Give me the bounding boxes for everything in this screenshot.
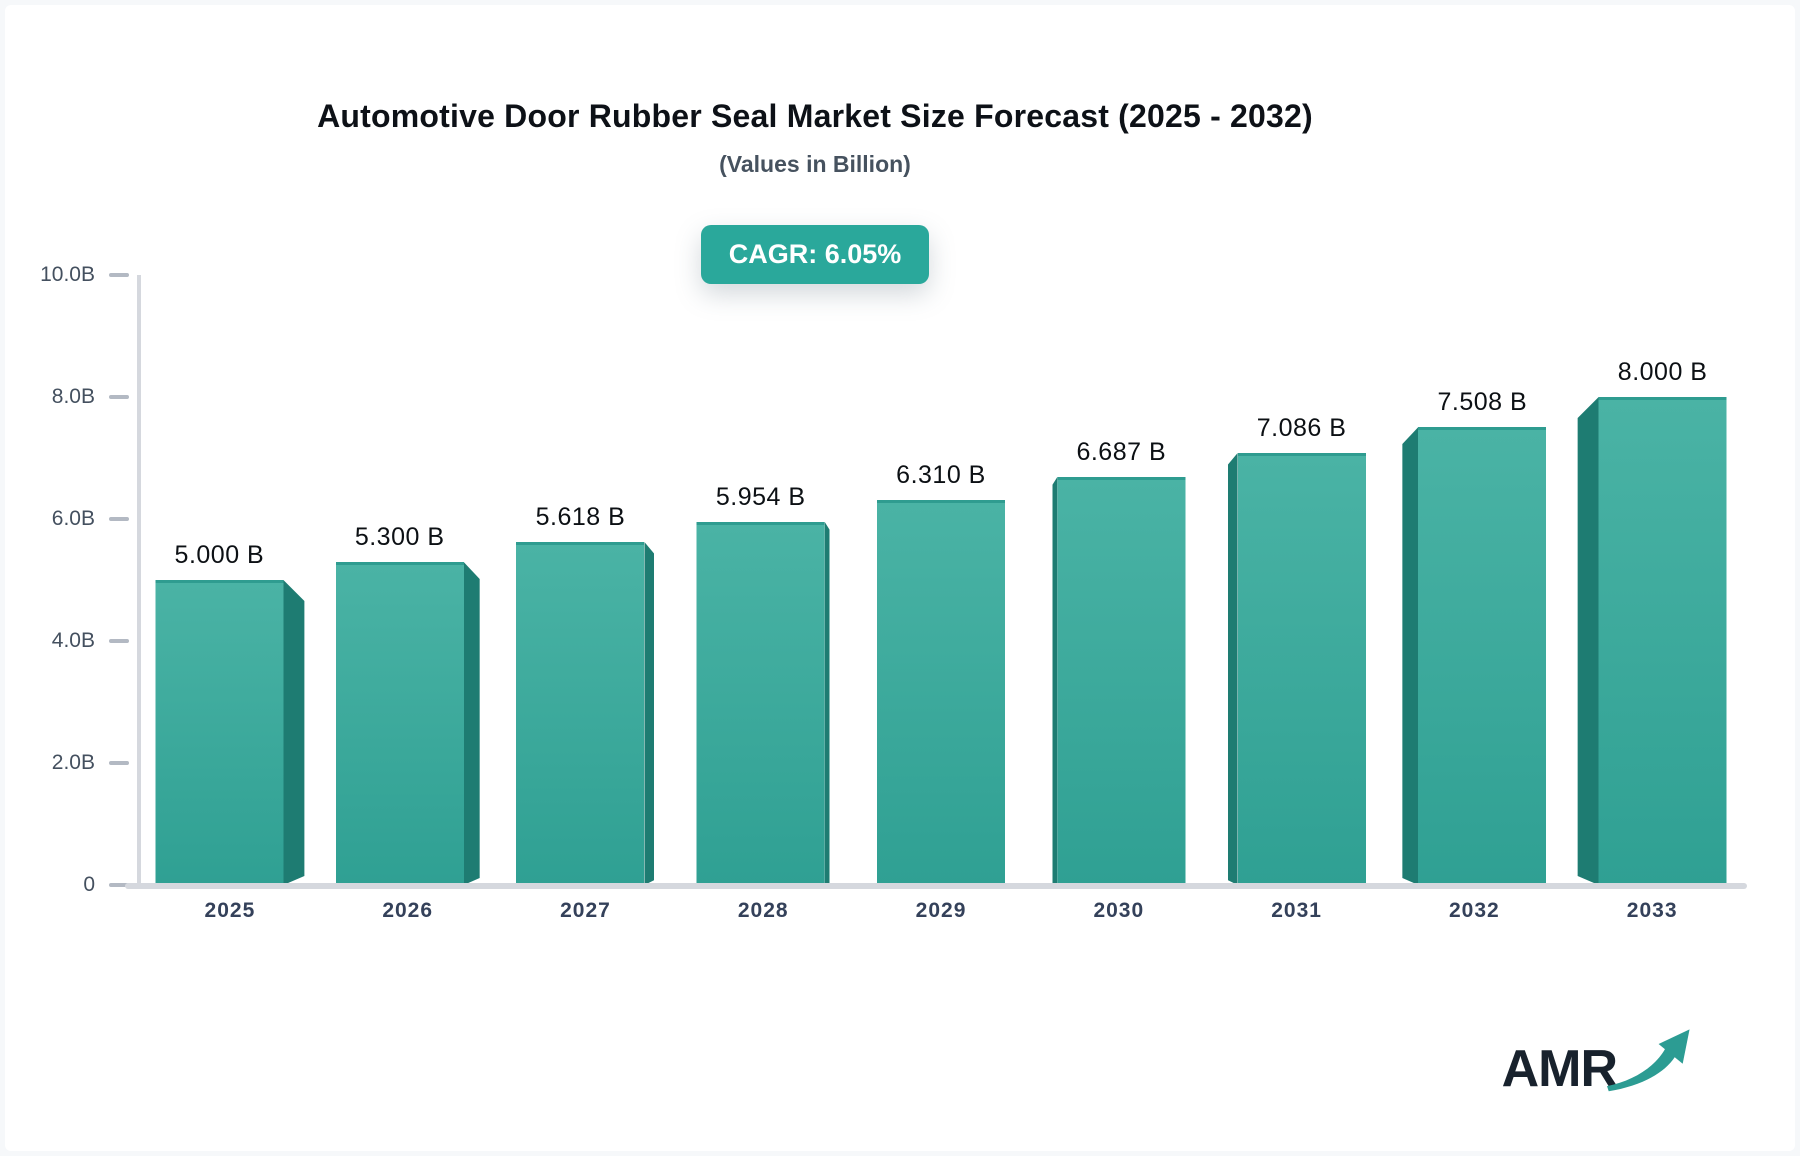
bar-slot: 8.000 B <box>1563 275 1741 885</box>
chart-title: Automotive Door Rubber Seal Market Size … <box>317 98 1313 134</box>
bar-value-label: 7.086 B <box>1256 414 1347 442</box>
y-axis-line <box>137 275 141 887</box>
chart-subtitle: (Values in Billion) <box>719 151 911 177</box>
bar-2026: 5.300 B <box>335 523 480 885</box>
bar-face <box>696 522 825 885</box>
bar-3d-side <box>1578 397 1599 885</box>
bar-face <box>155 580 284 885</box>
y-tick-label: 0 <box>83 873 95 896</box>
x-axis-label-2033: 2033 <box>1626 899 1678 922</box>
bar-face <box>1057 477 1186 885</box>
y-tick-mark <box>109 517 129 521</box>
bar-3d-side <box>1228 453 1238 885</box>
cagr-badge: CAGR: 6.05% <box>700 225 930 284</box>
bar-face <box>516 542 645 885</box>
x-axis-label-2028: 2028 <box>737 899 789 922</box>
bar-3d-side <box>464 562 480 885</box>
amr-logo: AMR <box>1502 1027 1693 1095</box>
x-axis-label-2031: 2031 <box>1271 899 1322 922</box>
bar-2033: 8.000 B <box>1578 358 1727 885</box>
x-axis-line <box>125 883 1747 889</box>
bar-value-label: 7.508 B <box>1437 388 1528 416</box>
bar-chart: 0 2.0B 4.0B 6.0B 8.0B 10.0B 5.000 B 5.300 B 5.6… <box>5 263 1799 935</box>
x-axis-label-2027: 2027 <box>560 899 611 922</box>
cagr-badge-container: CAGR: 6.05% <box>5 225 1625 284</box>
plot-area: 5.000 B 5.300 B 5.618 B 5.954 B 6.310 B 6.687… <box>141 275 1741 885</box>
bar-value-label: 5.000 B <box>174 541 265 569</box>
bar-slot: 6.687 B <box>1030 275 1208 885</box>
bar-face <box>1598 397 1727 885</box>
y-tick-label: 4.0B <box>51 629 95 652</box>
x-axis-label-2029: 2029 <box>915 899 967 922</box>
y-tick-label: 10.0B <box>40 263 95 286</box>
bar-2027: 5.618 B <box>516 503 654 885</box>
y-tick-label: 8.0B <box>51 385 95 408</box>
bar-2029: 6.310 B <box>877 461 1006 885</box>
bar-2025: 5.000 B <box>155 541 304 885</box>
amr-logo-text: AMR <box>1501 1040 1618 1098</box>
bar-value-label: 5.954 B <box>715 483 806 511</box>
bar-value-label: 6.687 B <box>1076 438 1167 466</box>
x-axis-labels: 2025 2026 2027 2028 2029 2030 2031 2032 2033 <box>141 899 1741 923</box>
bar-2032: 7.508 B <box>1402 388 1547 885</box>
bar-value-label: 6.310 B <box>896 461 986 489</box>
bar-3d-side <box>283 580 304 885</box>
bar-slot: 7.086 B <box>1208 275 1386 885</box>
bar-slot: 6.310 B <box>852 275 1030 885</box>
bar-value-label: 8.000 B <box>1617 358 1708 386</box>
x-axis-label-2032: 2032 <box>1449 899 1500 922</box>
bar-slot: 5.000 B <box>141 275 319 885</box>
bar-3d-side <box>1402 427 1418 885</box>
bar-3d-side <box>644 542 654 885</box>
x-axis-label-2026: 2026 <box>382 899 434 922</box>
bar-2028: 5.954 B <box>696 483 830 885</box>
x-axis-label-2030: 2030 <box>1093 899 1145 922</box>
bar-slot: 5.954 B <box>674 275 852 885</box>
bar-face <box>877 500 1006 885</box>
chart-card: Automotive Door Rubber Seal Market Size … <box>5 5 1795 1151</box>
y-tick-mark <box>109 395 129 399</box>
bar-value-label: 5.300 B <box>354 523 445 551</box>
y-tick-mark <box>109 273 129 277</box>
y-tick-label: 6.0B <box>51 507 95 530</box>
bar-face <box>1237 453 1366 885</box>
y-tick-mark <box>109 883 129 887</box>
bar-slot: 7.508 B <box>1385 275 1563 885</box>
bar-value-label: 5.618 B <box>535 503 626 531</box>
y-tick-mark <box>109 761 129 765</box>
y-tick-mark <box>109 639 129 643</box>
bar-3d-side <box>825 522 830 885</box>
bar-2031: 7.086 B <box>1228 414 1366 885</box>
bar-3d-side <box>1052 477 1057 885</box>
bar-face <box>335 562 464 885</box>
bar-face <box>1418 427 1547 885</box>
bar-slot: 5.300 B <box>319 275 497 885</box>
bar-slot: 5.618 B <box>497 275 675 885</box>
bar-2030: 6.687 B <box>1052 438 1186 885</box>
y-tick-label: 2.0B <box>51 751 95 774</box>
x-axis-label-2025: 2025 <box>204 899 256 922</box>
trending-up-arrow-icon <box>1607 1029 1690 1092</box>
